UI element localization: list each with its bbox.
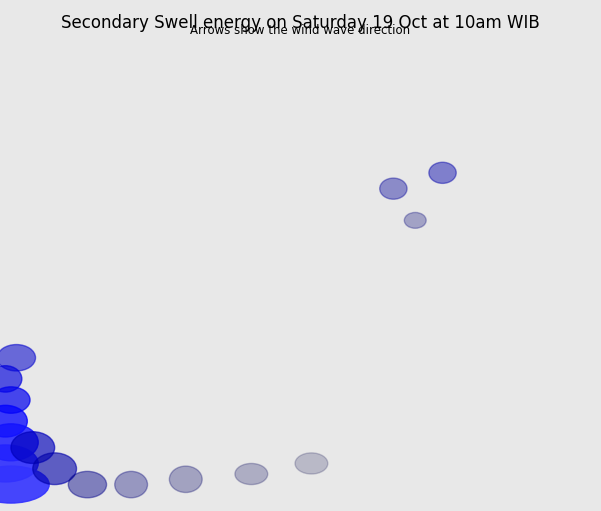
Ellipse shape xyxy=(295,453,328,474)
Ellipse shape xyxy=(115,471,147,498)
Ellipse shape xyxy=(235,463,267,484)
Ellipse shape xyxy=(429,162,456,183)
Ellipse shape xyxy=(380,178,407,199)
Ellipse shape xyxy=(0,366,22,392)
Ellipse shape xyxy=(0,445,38,482)
Ellipse shape xyxy=(0,387,30,413)
Ellipse shape xyxy=(69,471,106,498)
Ellipse shape xyxy=(33,453,76,484)
Ellipse shape xyxy=(404,213,426,228)
Ellipse shape xyxy=(0,424,38,461)
Ellipse shape xyxy=(0,405,27,437)
Ellipse shape xyxy=(0,466,49,503)
Ellipse shape xyxy=(169,466,202,493)
Text: Secondary Swell energy on Saturday 19 Oct at 10am WIB: Secondary Swell energy on Saturday 19 Oc… xyxy=(61,14,540,32)
Ellipse shape xyxy=(0,344,35,371)
Ellipse shape xyxy=(11,432,55,463)
Text: Arrows show the wind wave direction: Arrows show the wind wave direction xyxy=(191,24,410,37)
